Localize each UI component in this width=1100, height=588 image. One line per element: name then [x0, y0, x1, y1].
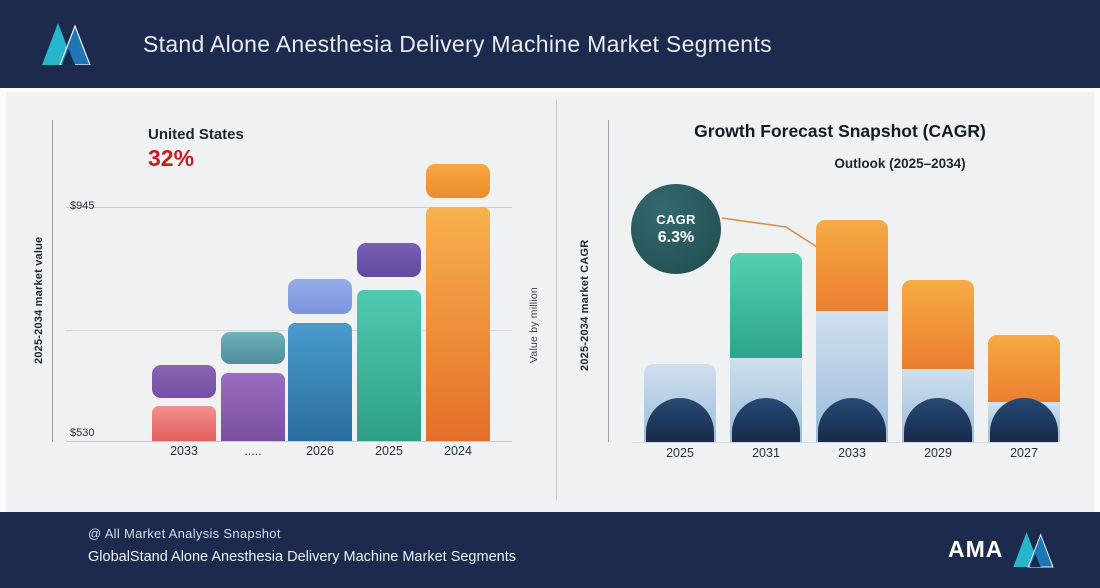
- growth-percent: 32%: [148, 145, 195, 171]
- left-secondary-axis-label: Value by million: [528, 287, 540, 363]
- left-baseline: [66, 441, 512, 442]
- right-y-axis-label: 2025-2034 market CAGR: [579, 239, 591, 371]
- footer-ama-logo-icon: [1010, 528, 1058, 573]
- footer-note: @ All Market Analysis Snapshot: [88, 526, 281, 541]
- right-y-axis-line: [608, 120, 609, 442]
- right-baseline: [632, 442, 1056, 443]
- left-y-axis-label: 2025-2034 market value: [33, 236, 45, 364]
- footer-brand-text: AMA: [948, 536, 1004, 562]
- cagr-badge-label: CAGR: [656, 211, 696, 227]
- left-y-axis-line: [52, 120, 53, 442]
- panel-divider: [556, 100, 557, 500]
- footer-title: GlobalStand Alone Anesthesia Delivery Ma…: [88, 549, 516, 565]
- gridline-mid: [66, 330, 512, 331]
- peak-value-label: 945: [826, 246, 852, 263]
- cagr-badge-value: 6.3%: [657, 228, 695, 246]
- right-chart-title: Growth Forecast Snapshot (CAGR): [694, 121, 986, 141]
- right-chart-subtitle: Outlook (2025–2034): [834, 156, 966, 171]
- cagr-badge: CAGR 6.3%: [631, 184, 721, 274]
- ama-logo-icon: [38, 19, 96, 70]
- tick-945: $945: [70, 200, 95, 212]
- header: Stand Alone Anesthesia Delivery Machine …: [0, 0, 1100, 88]
- gridline-945: [66, 207, 512, 208]
- footer: [0, 512, 1100, 588]
- country-label: United States: [148, 126, 244, 143]
- page-title: Stand Alone Anesthesia Delivery Machine …: [143, 30, 772, 57]
- tick-530: $530: [70, 427, 95, 439]
